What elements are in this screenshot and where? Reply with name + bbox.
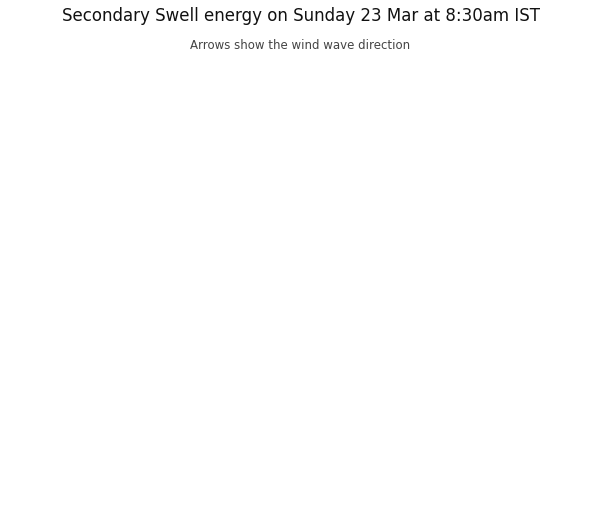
Text: Arrows show the wind wave direction: Arrows show the wind wave direction [191,39,410,52]
Text: Secondary Swell energy on Sunday 23 Mar at 8:30am IST: Secondary Swell energy on Sunday 23 Mar … [61,8,540,26]
Text: cartopy required: cartopy required [208,275,393,295]
